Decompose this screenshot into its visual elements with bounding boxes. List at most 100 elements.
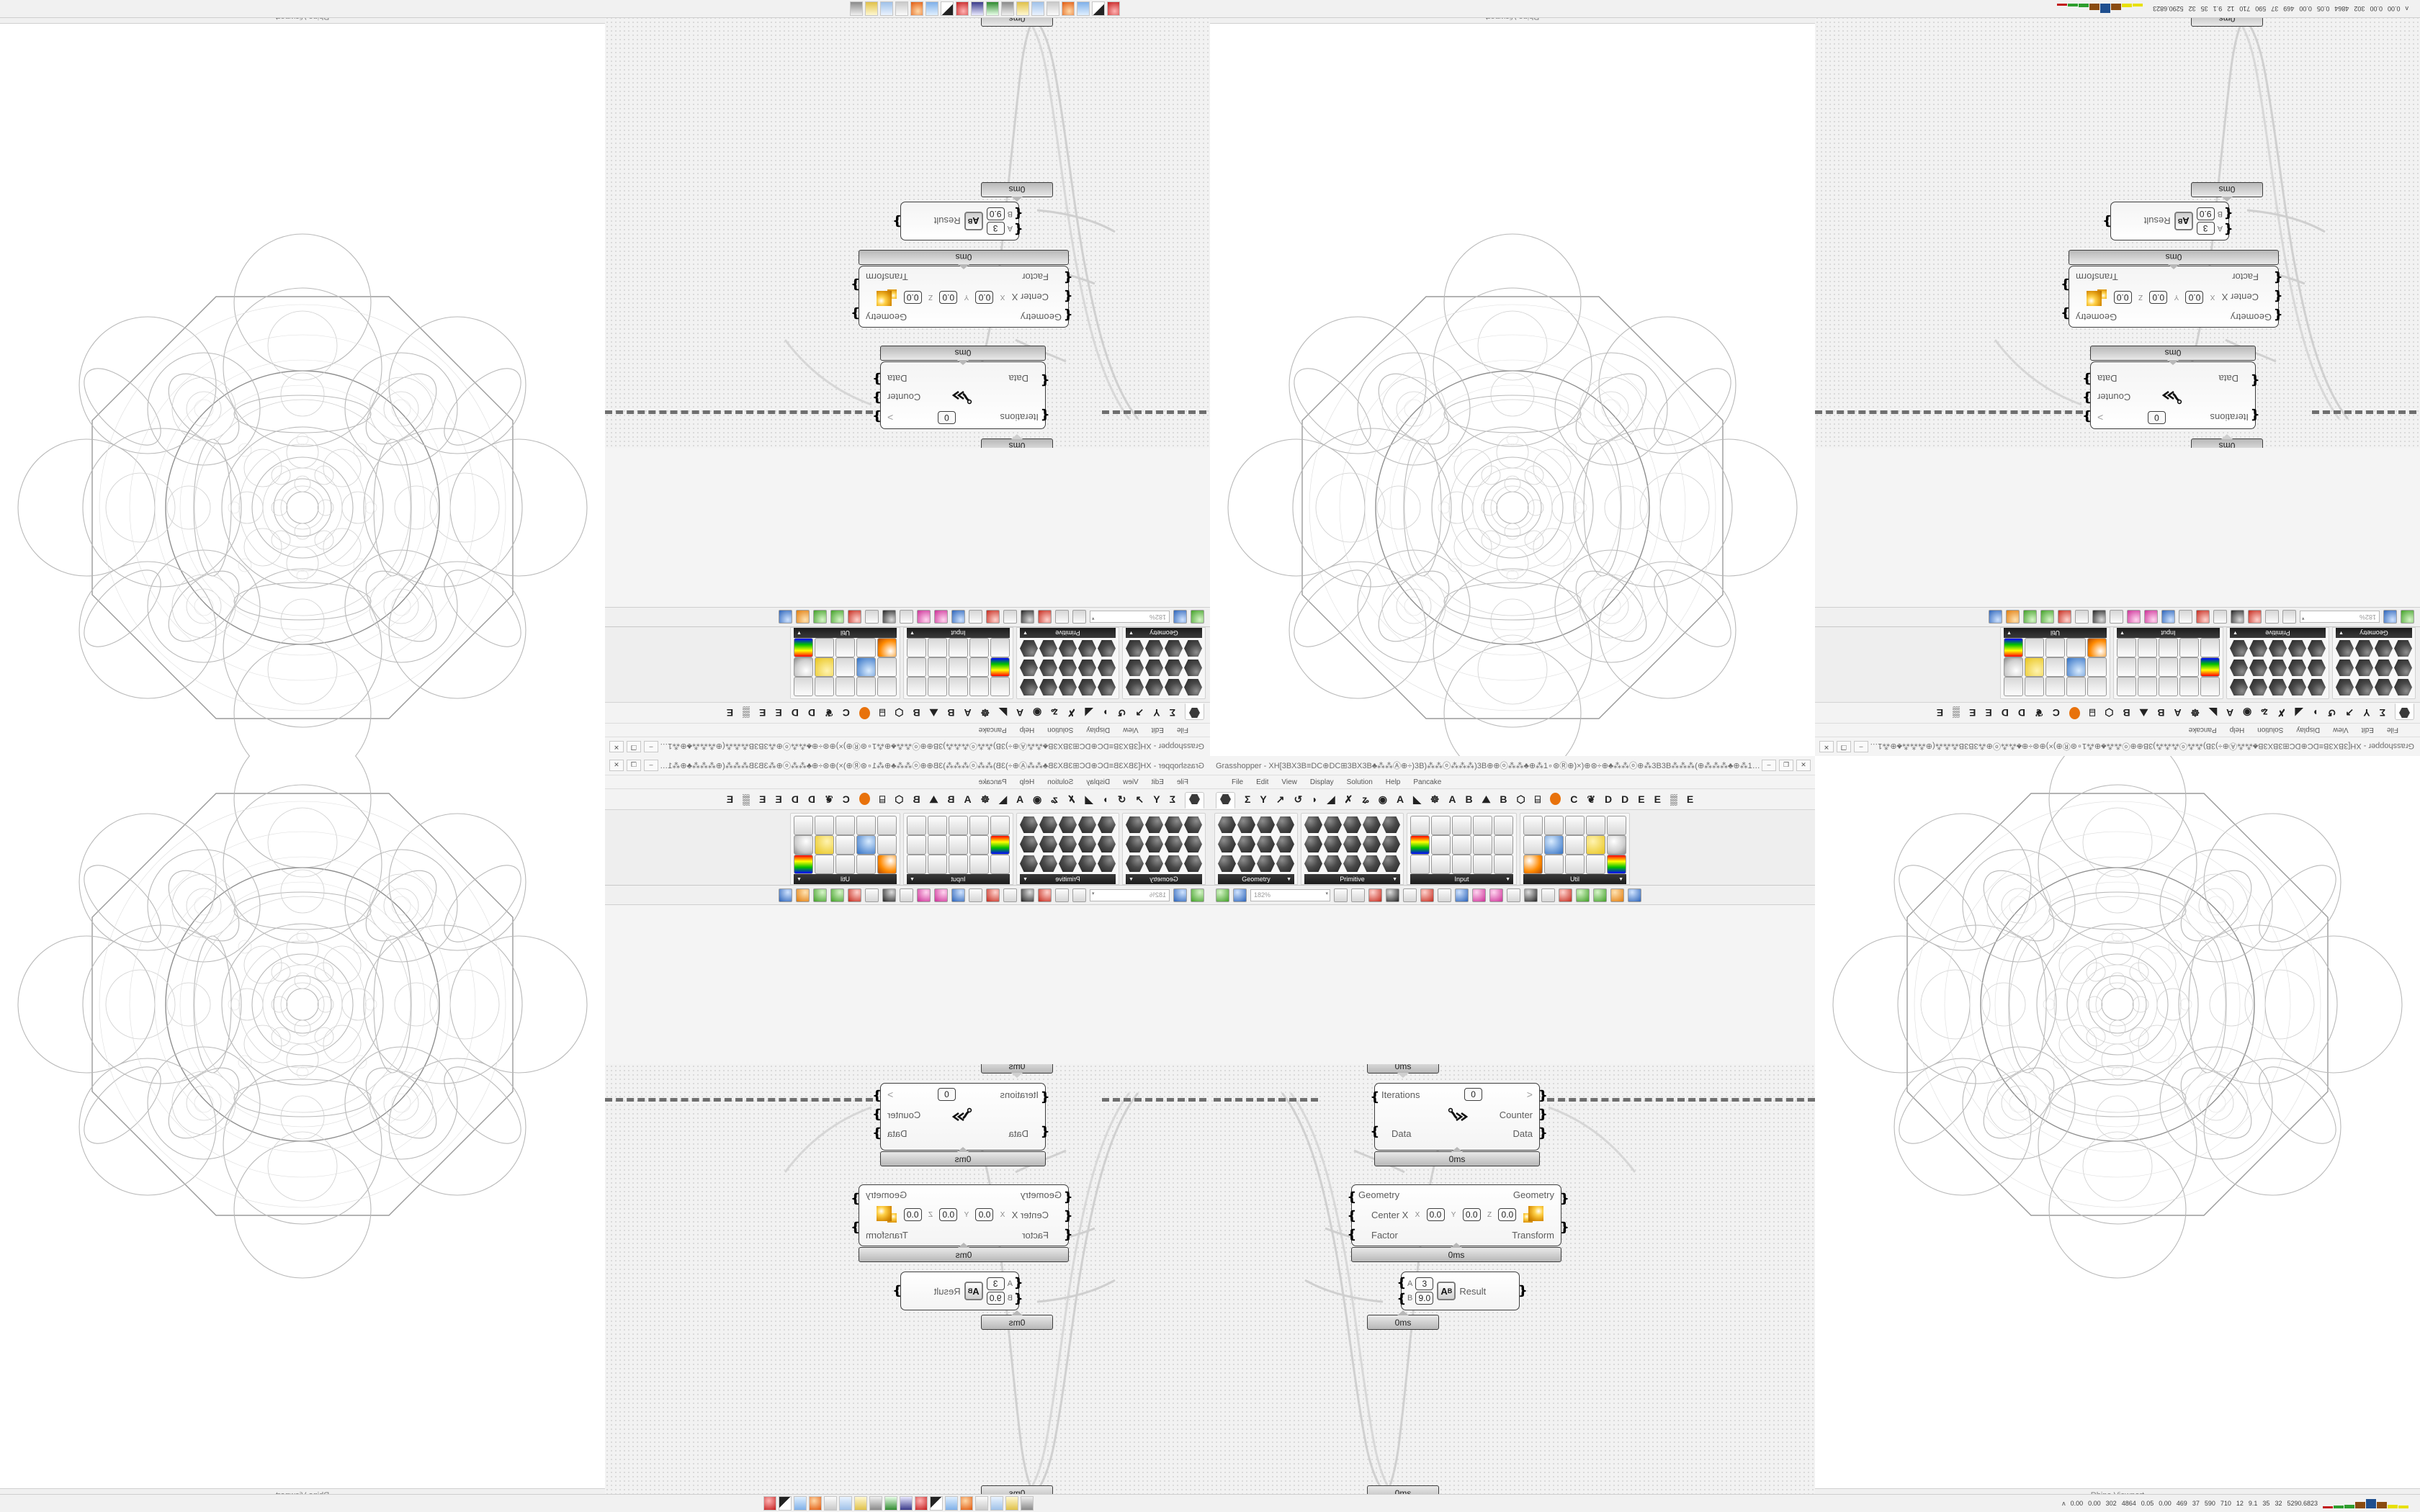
settings-icon[interactable] [971,1,984,16]
component-icon[interactable] [2138,657,2157,677]
component-icon[interactable] [907,657,926,677]
power-capsule[interactable]: ❴ ❴ ❵ A 3 B 9.0 [1397,1272,1528,1310]
tab-shield[interactable]: ⬡ [895,793,903,805]
tab-intersect[interactable]: ✗ [1067,793,1076,805]
tab-leaf[interactable]: ◣ [2209,707,2217,719]
open-file-icon[interactable] [1191,888,1204,902]
tab-a1[interactable]: A [1397,794,1404,804]
component-icon[interactable] [1544,835,1564,855]
document-icon[interactable] [960,1496,973,1511]
component-icon[interactable] [1126,639,1144,657]
search-icon[interactable] [951,610,965,624]
component-icon[interactable] [1098,659,1116,677]
tab-e3[interactable]: E [1687,794,1693,804]
green-bulb-icon[interactable] [1593,888,1607,902]
tab-kangaroo[interactable]: ☸ [981,707,990,719]
folder-window-icon[interactable] [869,1496,882,1511]
preview-mode-icon[interactable] [1386,888,1399,902]
tab-dither[interactable]: ▒ [743,707,750,719]
menu-item-display[interactable]: Display [1309,778,1334,786]
component-icon[interactable] [2230,659,2248,677]
tab-e1[interactable]: E [775,793,781,805]
gha-assembly-icon[interactable] [986,888,1000,902]
component-icon[interactable] [1586,835,1605,855]
menu-item-view[interactable]: View [1123,726,1139,734]
tab-orange[interactable] [2069,706,2080,720]
menu-item-help[interactable]: Help [1019,726,1035,734]
component-icon[interactable] [2308,639,2326,657]
input-port-geometry[interactable]: ❴ [2272,308,2283,322]
document-icon[interactable] [1438,888,1451,902]
component-icon[interactable] [1410,816,1430,835]
red-bulb-icon[interactable] [848,610,861,624]
scale-timer[interactable]: 0ms [859,250,1069,269]
close-button[interactable]: ✕ [1819,741,1834,752]
bake-icon[interactable] [1038,888,1052,902]
component-icon[interactable] [2200,657,2220,677]
tab-orange[interactable] [859,792,870,806]
tab-shield[interactable]: ⬡ [2105,707,2113,719]
tab-e3[interactable]: E [727,793,733,805]
loop-start-capsule[interactable]: ❴ ❴ ❵ ❵ ❵ Iterations 0 > [1370,1083,1548,1151]
component-icon[interactable] [794,657,813,677]
mesh-preview-icon[interactable] [2213,610,2227,624]
tab-e2[interactable]: E [759,793,766,805]
output-port-geometry[interactable]: ❵ [1559,1192,1570,1205]
scale-timer[interactable]: 0ms [1351,1243,1561,1262]
component-icon[interactable] [1145,678,1163,696]
component-icon[interactable] [1544,855,1564,874]
component-icon[interactable] [2308,678,2326,696]
node-timer-top[interactable]: 0ms [2191,434,2263,448]
component-icon[interactable] [969,835,989,855]
blue-bulb-icon[interactable] [1989,610,2002,624]
component-icon[interactable] [1324,855,1342,872]
group-expand-arrow[interactable]: ▼ [1286,876,1291,882]
component-icon[interactable] [1586,816,1605,835]
scale-timer[interactable]: 0ms [859,1243,1069,1262]
tab-dither[interactable]: ▒ [1953,707,1960,719]
component-icon[interactable] [1523,835,1543,855]
group-expand-arrow[interactable]: ▼ [910,630,915,636]
tab-dither[interactable]: ▒ [743,793,750,805]
tab-b2[interactable]: B [913,707,920,719]
output-port-exit[interactable]: ❵ [871,410,882,423]
component-icon[interactable] [2087,677,2107,696]
zoom-level-input[interactable]: 182% ▾ [2300,611,2380,624]
explorer-icon[interactable] [794,1496,807,1511]
component-icon[interactable] [1184,639,1202,657]
gha-assembly-icon[interactable] [986,610,1000,624]
component-icon[interactable] [794,835,813,855]
tab-surface[interactable]: ◗ [2312,707,2318,719]
input-port-iterations[interactable]: ❴ [2249,408,2260,422]
component-icon[interactable] [1126,816,1144,834]
node-power[interactable]: ❴ ❴ ❵ A 3 B 9.0 [1397,1272,1528,1310]
document-icon[interactable] [990,1496,1003,1511]
orange-bulb-icon[interactable] [796,610,810,624]
component-icon[interactable] [2159,657,2178,677]
component-icon[interactable] [1020,835,1038,853]
balloon-icon[interactable] [917,610,931,624]
component-icon[interactable] [856,638,876,657]
tab-display[interactable]: ◉ [1033,707,1041,719]
os-taskbar-top[interactable]: ʌ 0.00 0.00 302 4864 0.05 0.00 469 37 59… [0,0,2420,18]
widget-icon[interactable] [2110,610,2123,624]
loop-start-capsule[interactable]: ❴ ❴ ❵ ❵ ❵ Iterations 0 > [2082,361,2260,429]
component-icon[interactable] [928,855,947,874]
node-power[interactable]: ❴ ❴ ❵ A 3 B 9.0 [892,202,1023,240]
component-icon[interactable] [2375,639,2393,657]
tab-a2[interactable]: A [964,707,971,719]
rhino-canvas[interactable] [1815,756,2420,1489]
component-icon[interactable] [1523,855,1543,874]
bake-icon[interactable] [1368,888,1382,902]
input-port-center[interactable]: ❴ [1062,289,1073,303]
tab-display[interactable]: ◉ [1033,793,1041,805]
save-file-icon[interactable] [1233,888,1247,902]
tab-kangaroo[interactable]: ☸ [2191,707,2200,719]
group-expand-arrow[interactable]: ▼ [1023,876,1028,882]
output-port-data[interactable]: ❵ [871,1126,882,1140]
output-port-transform[interactable]: ❵ [850,278,861,292]
rhino-canvas[interactable] [0,23,605,756]
tab-maths[interactable]: Σ [1170,793,1175,805]
preview-eye-icon[interactable] [1351,888,1365,902]
tab-mesh[interactable]: ◢ [1327,794,1335,804]
